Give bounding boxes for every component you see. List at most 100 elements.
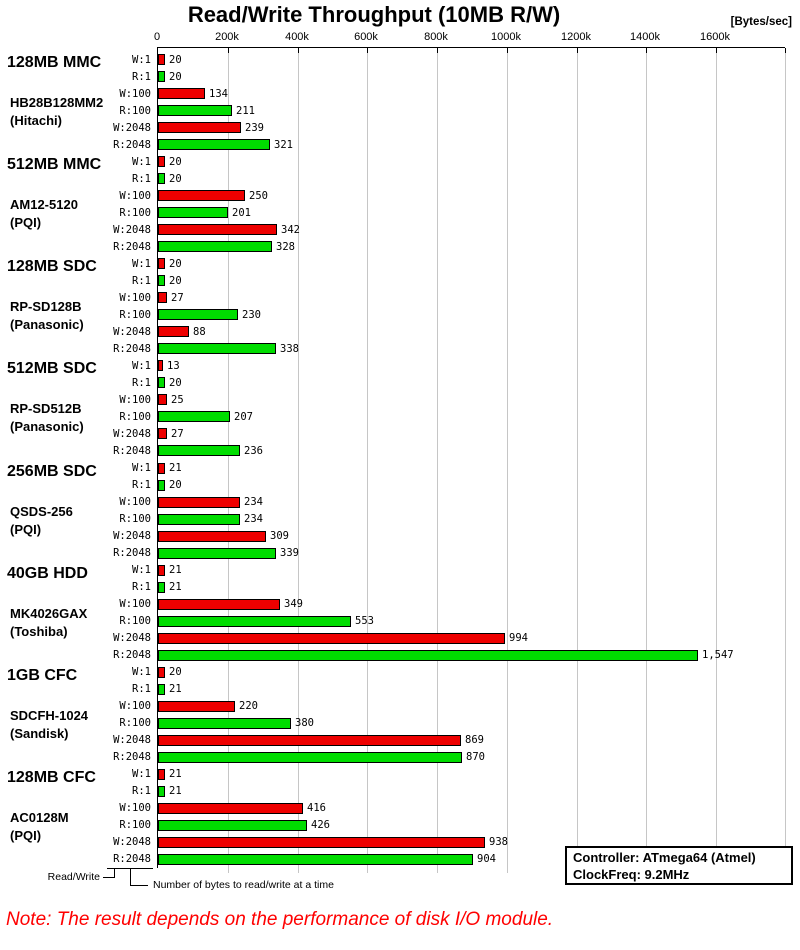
bar-row: R:100 553 — [119, 613, 785, 630]
write-bar — [158, 360, 163, 372]
bar-value: 220 — [239, 700, 258, 713]
axis-labels: 0 200k 400k 600k 800k 1000k 1200k 1400k 1600k — [154, 31, 785, 45]
bar-row: R:2048 321 — [113, 136, 785, 153]
write-bar — [158, 632, 505, 644]
bar-row: W:2048 994 — [113, 630, 785, 647]
read-bar — [158, 343, 276, 355]
device-group: 1GB CFC SDCFH-1024 (Sandisk) W:1 20 R:1 21 W:10… — [7, 664, 785, 766]
bar-row-label: R:2048 — [113, 138, 151, 151]
bar-row-label: R:100 — [119, 410, 151, 423]
device-model: SDCFH-1024 — [10, 707, 89, 723]
bar-row-label: W:1 — [132, 564, 151, 577]
read-bar — [158, 615, 351, 627]
axis-tick-label: 1600k — [700, 31, 730, 43]
bar-row-label: W:1 — [132, 257, 151, 270]
device-label: 512MB MMC AM12-5120 (PQI) — [7, 156, 153, 230]
device-label: 512MB SDC RP-SD512B (Panasonic) — [7, 360, 153, 434]
bar-row-label: R:100 — [119, 513, 151, 526]
bar-value: 994 — [509, 632, 528, 645]
bar-row: W:1 20 — [132, 153, 785, 170]
bar-row-label: W:1 — [132, 155, 151, 168]
bar-value: 230 — [242, 308, 261, 321]
device-label: 256MB SDC QSDS-256 (PQI) — [7, 463, 153, 537]
bar-row-label: R:1 — [132, 274, 151, 287]
read-bar — [158, 411, 230, 423]
bar-value: 869 — [465, 734, 484, 747]
write-bar — [158, 190, 245, 202]
bar-value: 1,547 — [702, 649, 734, 662]
legend-read-write-label: Read/Write — [47, 871, 100, 883]
bar-row: W:1 21 — [132, 766, 785, 783]
bar-row: W:100 134 — [119, 85, 785, 102]
bar-row-label: R:2048 — [113, 547, 151, 560]
bar-row-label: R:100 — [119, 104, 151, 117]
bar-row: R:100 426 — [119, 817, 785, 834]
bar-row-label: W:2048 — [113, 530, 151, 543]
device-vendor: (PQI) — [10, 827, 42, 843]
write-bar — [158, 394, 167, 406]
read-bar — [158, 751, 462, 763]
bar-row-label: R:1 — [132, 376, 151, 389]
bar-row: W:1 21 — [132, 460, 785, 477]
bar-row-label: W:100 — [119, 291, 151, 304]
bar-value: 20 — [169, 479, 182, 492]
write-bar — [158, 496, 240, 508]
bar-value: 211 — [236, 104, 255, 117]
bar-row: W:100 25 — [119, 391, 785, 408]
bar-row-label: W:100 — [119, 189, 151, 202]
bar-value: 20 — [169, 666, 182, 679]
bar-row: R:100 207 — [119, 408, 785, 425]
bar-row-label: W:100 — [119, 802, 151, 815]
read-bar — [158, 377, 165, 389]
bar-row: W:2048 342 — [113, 221, 785, 238]
bar-row-label: W:100 — [119, 393, 151, 406]
write-bar — [158, 802, 303, 814]
axis-tick-label: 1400k — [630, 31, 660, 43]
bar-row: R:1 21 — [132, 783, 785, 800]
legend-connector-bytes — [130, 869, 131, 886]
device-name: 128MB CFC — [7, 768, 96, 786]
bar-row: R:2048 328 — [113, 238, 785, 255]
bar-value: 328 — [276, 240, 295, 253]
read-bar — [158, 445, 240, 457]
device-vendor: (Panasonic) — [10, 317, 84, 333]
bar-row: W:2048 869 — [113, 732, 785, 749]
bar-row: W:100 250 — [119, 187, 785, 204]
axis-unit-label: [Bytes/sec] — [730, 16, 792, 28]
device-group: 128MB CFC AC0128M (PQI) W:1 21 R:1 21 W:100 416 R… — [7, 766, 785, 868]
write-bar — [158, 530, 266, 542]
device-vendor: (Sandisk) — [10, 725, 69, 741]
controller-line: Controller: ATmega64 (Atmel) — [573, 850, 756, 865]
bar-row: W:1 13 — [132, 357, 785, 374]
gridline — [646, 48, 647, 873]
device-label: 128MB SDC RP-SD128B (Panasonic) — [7, 258, 153, 332]
device-label: 40GB HDD MK4026GAX (Toshiba) — [7, 565, 153, 639]
read-bar — [158, 275, 165, 287]
bar-row: W:2048 27 — [113, 425, 785, 442]
bar-row: R:100 234 — [119, 511, 785, 528]
device-group: 512MB MMC AM12-5120 (PQI) W:1 20 R:1 20 W:100 25… — [7, 153, 785, 255]
device-label: 128MB CFC AC0128M (PQI) — [7, 769, 153, 843]
write-bar — [158, 224, 277, 236]
read-bar — [158, 479, 165, 491]
chart-title: Read/Write Throughput (10MB R/W) — [187, 2, 561, 27]
bar-row: R:2048 236 — [113, 442, 785, 459]
bar-row: R:100 201 — [119, 204, 785, 221]
gridline — [577, 48, 578, 873]
axis-tick — [298, 48, 299, 53]
bar-row: R:2048 904 — [113, 851, 785, 868]
bar-row: R:2048 1,547 — [113, 647, 785, 664]
bar-value: 88 — [193, 325, 206, 338]
bar-row: W:100 234 — [119, 494, 785, 511]
device-name: 512MB MMC — [7, 156, 102, 174]
bar-row-label: W:1 — [132, 462, 151, 474]
bar-row-label: R:2048 — [113, 444, 151, 457]
bar-value: 21 — [169, 581, 182, 594]
bar-row-label: R:1 — [132, 70, 151, 83]
bar-value: 309 — [270, 530, 289, 543]
bar-row: R:100 380 — [119, 715, 785, 732]
bar-row: W:2048 239 — [113, 119, 785, 136]
device-model: AC0128M — [10, 809, 69, 825]
write-bar — [158, 700, 235, 712]
device-name: 256MB SDC — [7, 462, 97, 480]
